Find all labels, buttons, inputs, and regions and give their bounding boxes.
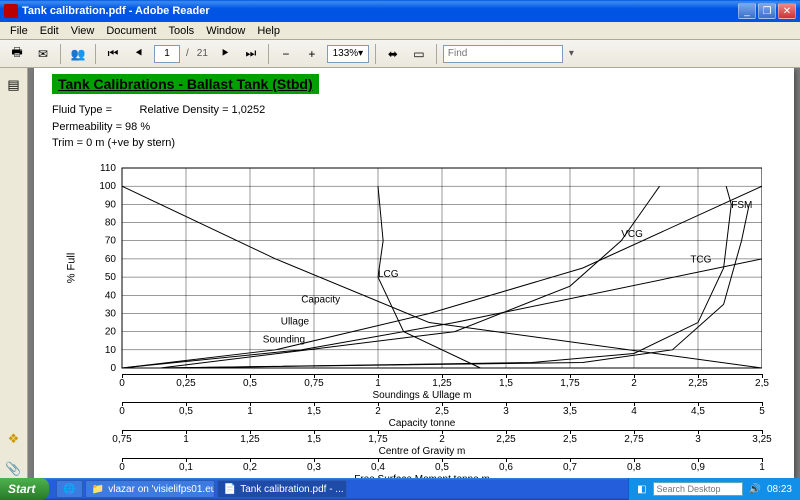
last-page-button[interactable]: ⏭ <box>240 43 262 65</box>
zoom-display[interactable]: 133% ▾ <box>327 45 369 63</box>
find-dropdown-icon[interactable]: ▾ <box>567 48 576 59</box>
chart: % Full 0102030405060708090100110Sounding… <box>82 158 762 378</box>
svg-text:20: 20 <box>105 326 117 337</box>
window-title: Tank calibration.pdf - Adobe Reader <box>22 5 738 17</box>
close-button[interactable]: ✕ <box>778 3 796 19</box>
svg-text:Capacity: Capacity <box>301 294 340 305</box>
svg-text:110: 110 <box>100 163 116 174</box>
taskbar-item-folder[interactable]: 📁 vlazar on 'visielifps01.eu... <box>85 480 215 498</box>
tray-volume-icon[interactable]: 🔊 <box>749 484 761 495</box>
menu-tools[interactable]: Tools <box>163 23 201 39</box>
print-button[interactable]: 🖶 <box>6 43 28 65</box>
svg-text:70: 70 <box>105 235 117 246</box>
find-input[interactable] <box>443 45 563 63</box>
menu-help[interactable]: Help <box>251 23 286 39</box>
comments-panel-icon[interactable]: ❖ <box>5 430 23 448</box>
first-page-button[interactable]: ⏮ <box>102 43 124 65</box>
pages-panel-icon[interactable]: ▤ <box>5 76 23 94</box>
svg-text:FSM: FSM <box>731 200 752 211</box>
x-axes: 00,250,50,7511,251,51,7522,252,5Sounding… <box>82 378 762 479</box>
svg-text:50: 50 <box>105 272 117 283</box>
menu-view[interactable]: View <box>65 23 101 39</box>
taskbar: Start 🌐 📁 vlazar on 'visielifps01.eu... … <box>0 478 800 500</box>
page-total: 21 <box>195 48 210 59</box>
menu-edit[interactable]: Edit <box>34 23 65 39</box>
titlebar: Tank calibration.pdf - Adobe Reader _ ❐ … <box>0 0 800 22</box>
menu-document[interactable]: Document <box>100 23 162 39</box>
taskbar-item-quicklaunch[interactable]: 🌐 <box>56 480 82 498</box>
tray-icon[interactable]: ◧ <box>637 484 646 495</box>
svg-text:60: 60 <box>105 253 117 264</box>
document-view[interactable]: Tank Calibrations - Ballast Tank (Stbd) … <box>28 68 800 478</box>
desktop-search-input[interactable] <box>653 482 743 496</box>
page-sep: / <box>184 48 191 59</box>
app-icon <box>4 4 18 18</box>
page-input[interactable] <box>154 45 180 63</box>
email-button[interactable]: ✉ <box>32 43 54 65</box>
toolbar: 🖶 ✉ 👥 ⏮ ⯇ / 21 ⯈ ⏭ − + 133% ▾ ⬌ ▭ ▾ <box>0 40 800 68</box>
svg-text:80: 80 <box>105 217 117 228</box>
doc-metadata: Fluid Type = Relative Density = 1,0252 P… <box>52 102 776 152</box>
menu-file[interactable]: File <box>4 23 34 39</box>
menubar: File Edit View Document Tools Window Hel… <box>0 22 800 40</box>
svg-text:40: 40 <box>105 290 117 301</box>
sidebar: ▤ ❖ 📎 <box>0 68 28 478</box>
chart-svg: 0102030405060708090100110SoundingUllageC… <box>82 158 762 378</box>
svg-text:LCG: LCG <box>378 269 399 280</box>
doc-title: Tank Calibrations - Ballast Tank (Stbd) <box>52 74 319 94</box>
zoom-in-button[interactable]: + <box>301 43 323 65</box>
svg-text:VCG: VCG <box>621 229 643 240</box>
taskbar-item-reader[interactable]: 📄 Tank calibration.pdf - ... <box>217 480 347 498</box>
menu-window[interactable]: Window <box>200 23 251 39</box>
svg-text:Ullage: Ullage <box>281 316 310 327</box>
collab-button[interactable]: 👥 <box>67 43 89 65</box>
pdf-page: Tank Calibrations - Ballast Tank (Stbd) … <box>34 68 794 478</box>
svg-text:90: 90 <box>105 199 117 210</box>
minimize-button[interactable]: _ <box>738 3 756 19</box>
svg-text:0: 0 <box>110 363 116 374</box>
maximize-button[interactable]: ❐ <box>758 3 776 19</box>
next-page-button[interactable]: ⯈ <box>214 43 236 65</box>
system-tray: ◧ 🔊 08:23 <box>628 478 800 500</box>
svg-text:100: 100 <box>99 181 116 192</box>
svg-text:TCG: TCG <box>690 254 711 265</box>
prev-page-button[interactable]: ⯇ <box>128 43 150 65</box>
start-button[interactable]: Start <box>0 478 49 500</box>
fit-width-button[interactable]: ⬌ <box>382 43 404 65</box>
y-axis-label: % Full <box>65 252 77 283</box>
svg-text:30: 30 <box>105 308 117 319</box>
zoom-out-button[interactable]: − <box>275 43 297 65</box>
fit-page-button[interactable]: ▭ <box>408 43 430 65</box>
attachments-panel-icon[interactable]: 📎 <box>5 460 23 478</box>
svg-text:10: 10 <box>105 344 117 355</box>
tray-clock: 08:23 <box>767 484 792 495</box>
